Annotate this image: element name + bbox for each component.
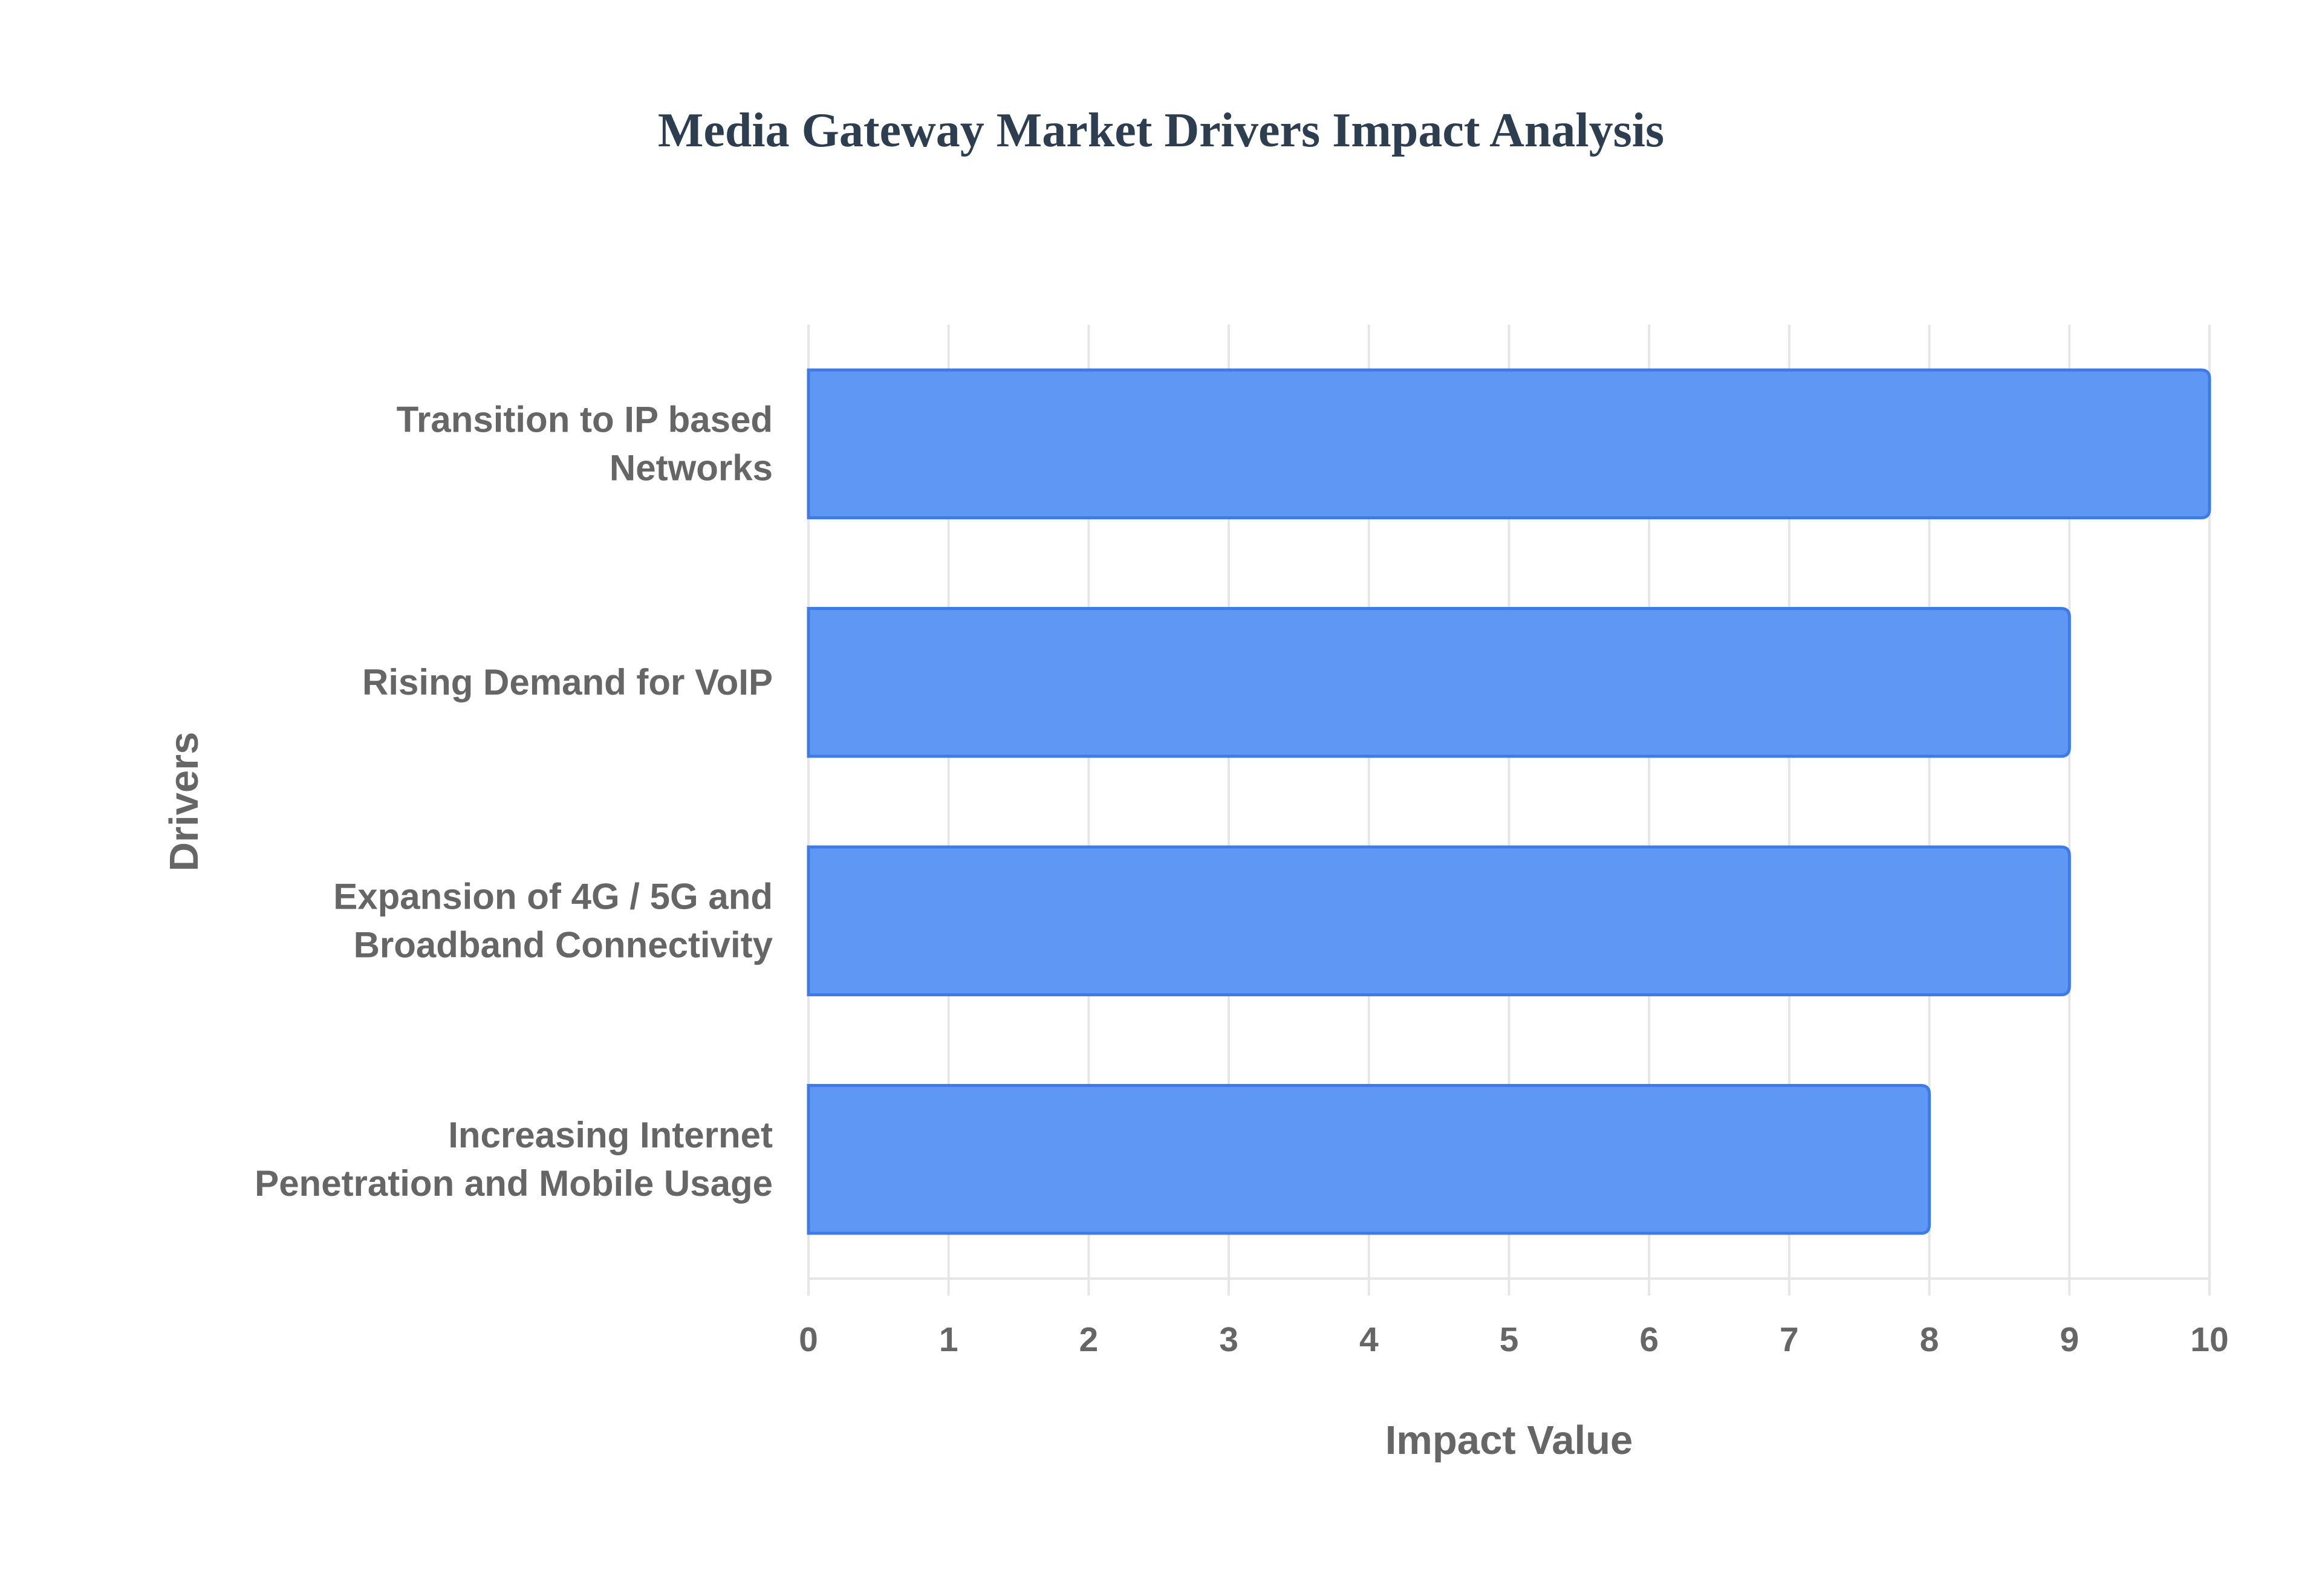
category-label: Rising Demand for VoIP [362,662,773,702]
category-label: Expansion of 4G / 5G and [333,876,773,916]
bar [807,368,2211,520]
bar [807,1083,1931,1235]
bars [807,368,2211,1235]
chart-title: Media Gateway Market Drivers Impact Anal… [657,104,1665,157]
category-label: Transition to IP based [397,399,773,440]
x-tick-label: 2 [1079,1320,1099,1359]
category-label: Broadband Connectivity [354,924,773,965]
x-tick-labels: 0 1 2 3 4 5 6 7 8 9 10 [799,1320,2229,1359]
x-tick-label: 8 [1920,1320,1939,1359]
x-tick-label: 0 [799,1320,818,1359]
x-tick-label: 3 [1219,1320,1238,1359]
x-tick-label: 6 [1639,1320,1659,1359]
x-tick-label: 1 [939,1320,958,1359]
x-tick-label: 9 [2060,1320,2079,1359]
x-tick-label: 5 [1500,1320,1519,1359]
x-tick-label: 10 [2190,1320,2228,1359]
category-label: Networks [610,447,773,488]
bar [807,606,2071,758]
y-axis-title: Drivers [161,732,207,872]
bar [807,845,2071,997]
x-tick-label: 4 [1359,1320,1379,1359]
category-label: Increasing Internet [448,1115,773,1155]
y-category-labels: Transition to IP based Networks Rising Dem… [255,399,773,1204]
x-axis-title: Impact Value [1385,1418,1633,1463]
category-label: Penetration and Mobile Usage [255,1163,773,1204]
x-tick-label: 7 [1780,1320,1799,1359]
